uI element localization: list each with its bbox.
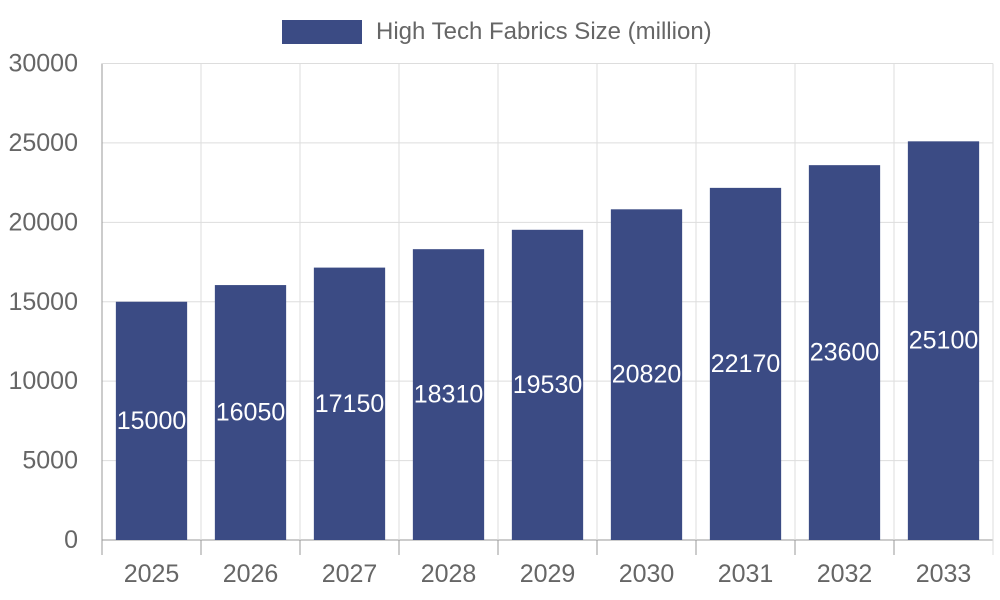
svg-text:10000: 10000 [8, 367, 78, 395]
svg-text:15000: 15000 [8, 288, 78, 316]
svg-text:2029: 2029 [520, 560, 576, 588]
svg-text:High Tech Fabrics Size (millio: High Tech Fabrics Size (million) [376, 18, 712, 45]
svg-text:20820: 20820 [612, 361, 682, 389]
svg-text:2025: 2025 [124, 560, 180, 588]
svg-text:2032: 2032 [817, 560, 873, 588]
svg-text:19530: 19530 [513, 371, 583, 399]
svg-text:0: 0 [64, 526, 78, 554]
svg-text:18310: 18310 [414, 381, 484, 409]
svg-text:17150: 17150 [315, 390, 385, 418]
svg-text:25100: 25100 [909, 327, 979, 355]
svg-text:23600: 23600 [810, 339, 880, 367]
svg-text:15000: 15000 [117, 407, 187, 435]
svg-text:22170: 22170 [711, 350, 781, 378]
svg-text:2028: 2028 [421, 560, 477, 588]
svg-text:2026: 2026 [223, 560, 279, 588]
svg-text:30000: 30000 [8, 50, 78, 78]
svg-text:25000: 25000 [8, 129, 78, 157]
svg-text:2033: 2033 [916, 560, 972, 588]
svg-text:16050: 16050 [216, 399, 286, 427]
svg-text:2030: 2030 [619, 560, 675, 588]
svg-text:5000: 5000 [22, 447, 78, 475]
svg-text:2027: 2027 [322, 560, 378, 588]
svg-text:2031: 2031 [718, 560, 774, 588]
svg-text:20000: 20000 [8, 208, 78, 236]
